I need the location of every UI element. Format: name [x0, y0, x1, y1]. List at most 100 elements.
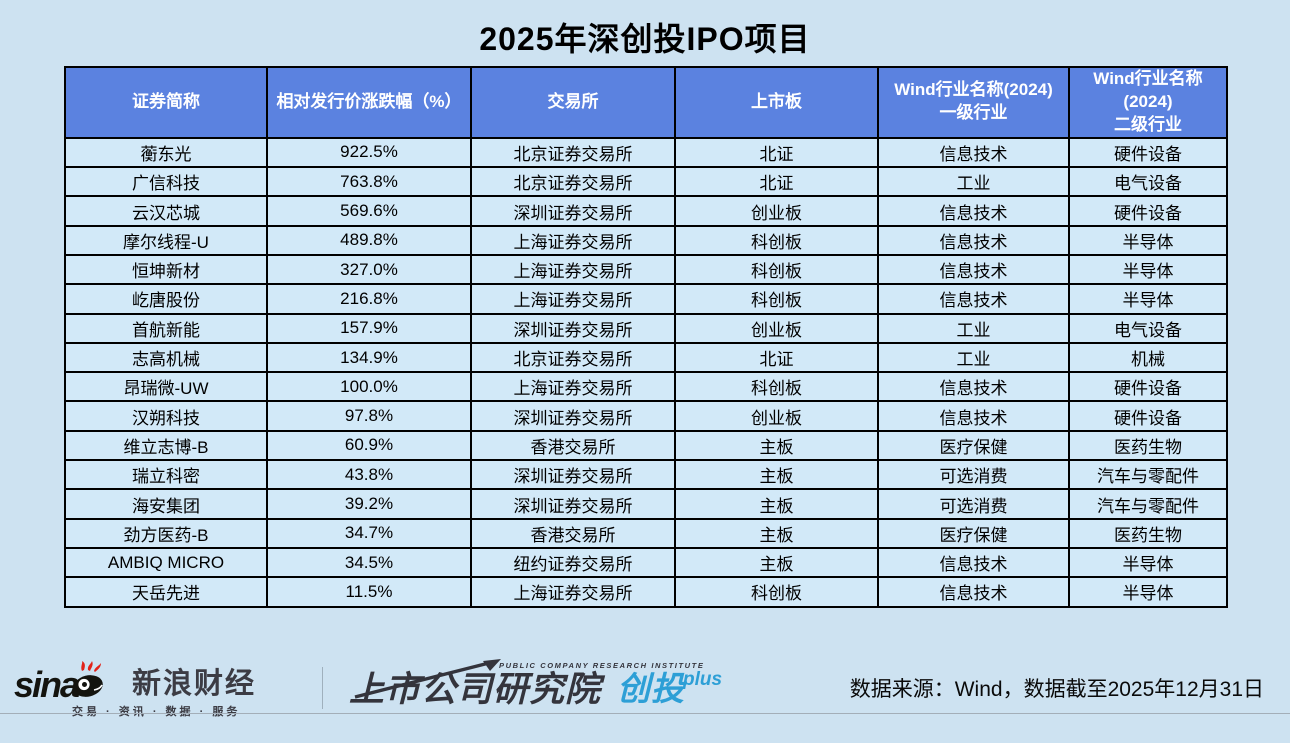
cell-change-pct: 216.8%	[266, 283, 472, 315]
cell-change-pct: 34.5%	[266, 546, 472, 579]
table-row: 瑞立科密 43.8% 深圳证券交易所 主板 可选消费 汽车与零配件	[64, 459, 1228, 491]
cell-change-pct: 157.9%	[266, 312, 472, 344]
cell-listing-board: 主板	[674, 488, 879, 520]
cell-listing-board: 创业板	[674, 195, 879, 227]
cell-industry-l1: 信息技术	[877, 546, 1070, 579]
cell-industry-l1: 工业	[877, 312, 1070, 344]
cell-industry-l2: 硬件设备	[1068, 195, 1228, 227]
column-header: 证券简称	[64, 66, 268, 139]
cell-industry-l1: 信息技术	[877, 136, 1070, 169]
cell-industry-l1: 信息技术	[877, 576, 1070, 608]
cell-industry-l1: 可选消费	[877, 459, 1070, 491]
column-header: 上市板	[674, 66, 879, 139]
table-row: 云汉芯城 569.6% 深圳证券交易所 创业板 信息技术 硬件设备	[64, 195, 1228, 227]
cell-industry-l1: 信息技术	[877, 195, 1070, 227]
sina-tagline: 交易 · 资讯 · 数据 · 服务	[72, 706, 241, 718]
cell-exchange: 香港交易所	[470, 517, 676, 549]
cell-security-name: 摩尔线程-U	[64, 224, 268, 257]
table-row: 屹唐股份 216.8% 上海证券交易所 科创板 信息技术 半导体	[64, 283, 1228, 315]
cell-industry-l2: 电气设备	[1068, 312, 1228, 344]
cell-security-name: 汉朔科技	[64, 400, 268, 432]
cell-security-name: 恒坤新材	[64, 253, 268, 286]
cell-listing-board: 主板	[674, 429, 879, 462]
cell-listing-board: 科创板	[674, 283, 879, 315]
cell-listing-board: 科创板	[674, 576, 879, 608]
cell-security-name: 首航新能	[64, 312, 268, 344]
cell-listing-board: 科创板	[674, 371, 879, 403]
cell-exchange: 深圳证券交易所	[470, 312, 676, 344]
cell-change-pct: 43.8%	[266, 459, 472, 491]
cell-industry-l1: 信息技术	[877, 283, 1070, 315]
plus-suffix-text: plus	[683, 669, 723, 690]
table-row: 首航新能 157.9% 深圳证券交易所 创业板 工业 电气设备	[64, 312, 1228, 344]
cell-listing-board: 主板	[674, 459, 879, 491]
table-row: 广信科技 763.8% 北京证券交易所 北证 工业 电气设备	[64, 166, 1228, 198]
footer-bar: sina 新浪财经 交易 · 资讯 · 数据 · 服务 PUBLIC COMPA…	[0, 659, 1290, 718]
table-row: 摩尔线程-U 489.8% 上海证券交易所 科创板 信息技术 半导体	[64, 224, 1228, 257]
sina-brand-text: 新浪财经	[132, 668, 257, 700]
cell-exchange: 上海证券交易所	[470, 224, 676, 257]
cell-security-name: 维立志博-B	[64, 429, 268, 462]
table-row: 劲方医药-B 34.7% 香港交易所 主板 医疗保健 医药生物	[64, 517, 1228, 549]
cell-listing-board: 主板	[674, 517, 879, 549]
cell-exchange: 北京证券交易所	[470, 136, 676, 169]
footer-divider	[322, 667, 324, 709]
cell-exchange: 上海证券交易所	[470, 283, 676, 315]
cell-industry-l1: 可选消费	[877, 488, 1070, 520]
cell-industry-l1: 工业	[877, 166, 1070, 198]
table-row: 恒坤新材 327.0% 上海证券交易所 科创板 信息技术 半导体	[64, 253, 1228, 286]
cell-security-name: 天岳先进	[64, 576, 268, 608]
cell-exchange: 深圳证券交易所	[470, 195, 676, 227]
page-title: 2025年深创投IPO项目	[479, 21, 811, 57]
data-source-note: 数据来源：Wind，数据截至2025年12月31日	[849, 678, 1264, 701]
cell-industry-l2: 医药生物	[1068, 517, 1228, 549]
column-header: 交易所	[470, 66, 676, 139]
table-header-row: 证券简称 相对发行价涨跌幅（%） 交易所 上市板 Wind行业名称(2024) 一级行业…	[64, 66, 1228, 139]
cell-exchange: 上海证券交易所	[470, 576, 676, 608]
cell-industry-l2: 硬件设备	[1068, 400, 1228, 432]
cell-exchange: 北京证券交易所	[470, 166, 676, 198]
cell-change-pct: 11.5%	[266, 576, 472, 608]
cell-security-name: 广信科技	[64, 166, 268, 198]
table-body: 蘅东光 922.5% 北京证券交易所 北证 信息技术 硬件设备 广信科技 763.8% 北京证券…	[64, 136, 1228, 608]
cell-industry-l1: 信息技术	[877, 253, 1070, 286]
chuangtou-plus-logo: 创投 plus	[617, 663, 722, 713]
cell-listing-board: 创业板	[674, 400, 879, 432]
cell-industry-l1: 医疗保健	[877, 429, 1070, 462]
cell-change-pct: 489.8%	[266, 224, 472, 257]
cell-security-name: 海安集团	[64, 488, 268, 520]
cell-industry-l1: 医疗保健	[877, 517, 1070, 549]
cell-industry-l2: 电气设备	[1068, 166, 1228, 198]
cell-industry-l2: 汽车与零配件	[1068, 488, 1228, 520]
cell-industry-l2: 汽车与零配件	[1068, 459, 1228, 491]
column-header: Wind行业名称(2024) 一级行业	[877, 66, 1070, 139]
cell-listing-board: 科创板	[674, 224, 879, 257]
sina-finance-logo: sina 新浪财经 交易 · 资讯 · 数据 · 服务	[14, 661, 257, 718]
table-row: 昂瑞微-UW 100.0% 上海证券交易所 科创板 信息技术 硬件设备	[64, 371, 1228, 403]
cell-security-name: 屹唐股份	[64, 283, 268, 315]
cell-change-pct: 60.9%	[266, 429, 472, 462]
bottom-rule	[0, 713, 1290, 714]
institute-name: 上市公司研究院	[349, 670, 602, 709]
cell-security-name: 志高机械	[64, 341, 268, 374]
cell-exchange: 纽约证券交易所	[470, 546, 676, 579]
cell-change-pct: 763.8%	[266, 166, 472, 198]
sina-wordmark: sina	[14, 664, 80, 705]
cell-industry-l2: 硬件设备	[1068, 371, 1228, 403]
cell-listing-board: 主板	[674, 546, 879, 579]
institute-en-caption: PUBLIC COMPANY RESEARCH INSTITUTE	[499, 661, 705, 670]
table-row: 天岳先进 11.5% 上海证券交易所 科创板 信息技术 半导体	[64, 576, 1228, 608]
table-row: 海安集团 39.2% 深圳证券交易所 主板 可选消费 汽车与零配件	[64, 488, 1228, 520]
table-row: 汉朔科技 97.8% 深圳证券交易所 创业板 信息技术 硬件设备	[64, 400, 1228, 432]
cell-security-name: AMBIQ MICRO	[64, 546, 268, 579]
cell-industry-l1: 信息技术	[877, 224, 1070, 257]
table-row: 蘅东光 922.5% 北京证券交易所 北证 信息技术 硬件设备	[64, 136, 1228, 169]
cell-exchange: 北京证券交易所	[470, 341, 676, 374]
cell-change-pct: 569.6%	[266, 195, 472, 227]
cell-industry-l2: 半导体	[1068, 224, 1228, 257]
table-row: 志高机械 134.9% 北京证券交易所 北证 工业 机械	[64, 341, 1228, 374]
cell-industry-l2: 机械	[1068, 341, 1228, 374]
cell-security-name: 瑞立科密	[64, 459, 268, 491]
cell-exchange: 上海证券交易所	[470, 371, 676, 403]
